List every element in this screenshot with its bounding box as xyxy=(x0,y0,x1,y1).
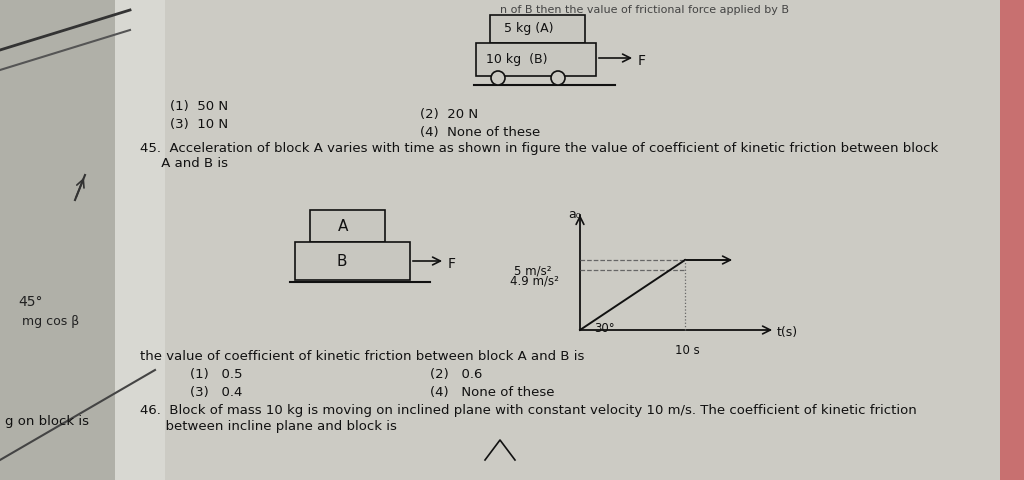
Text: 46.  Block of mass 10 kg is moving on inclined plane with constant velocity 10 m: 46. Block of mass 10 kg is moving on inc… xyxy=(140,404,916,417)
Text: the value of coefficient of kinetic friction between block A and B is: the value of coefficient of kinetic fric… xyxy=(140,350,585,363)
Text: B: B xyxy=(337,254,347,269)
Bar xyxy=(476,43,596,76)
Bar xyxy=(115,0,165,480)
Text: (2)   0.6: (2) 0.6 xyxy=(430,368,482,381)
Text: (4)   None of these: (4) None of these xyxy=(430,386,555,399)
Text: 10 s: 10 s xyxy=(675,344,699,357)
Text: A: A xyxy=(338,219,348,234)
Text: t(s): t(s) xyxy=(777,326,798,339)
Text: 5 m/s²: 5 m/s² xyxy=(514,264,552,277)
Text: (4)  None of these: (4) None of these xyxy=(420,126,541,139)
Text: g on block is: g on block is xyxy=(5,415,89,428)
Text: mg cos β: mg cos β xyxy=(22,315,79,328)
Text: (3)   0.4: (3) 0.4 xyxy=(190,386,243,399)
Text: 10 kg  (B): 10 kg (B) xyxy=(486,53,548,66)
Text: 5 kg (A): 5 kg (A) xyxy=(504,22,554,35)
Bar xyxy=(1000,0,1024,480)
Circle shape xyxy=(490,71,505,85)
Text: F: F xyxy=(638,54,646,68)
Text: (3)  10 N: (3) 10 N xyxy=(170,118,228,131)
Text: (1)  50 N: (1) 50 N xyxy=(170,100,228,113)
Bar xyxy=(0,0,155,480)
Text: 30°: 30° xyxy=(594,322,614,335)
Text: (2)  20 N: (2) 20 N xyxy=(420,108,478,121)
Text: A and B is: A and B is xyxy=(140,157,228,170)
Text: a₀: a₀ xyxy=(568,208,582,221)
Text: 45.  Acceleration of block A varies with time as shown in figure the value of co: 45. Acceleration of block A varies with … xyxy=(140,142,938,155)
Text: F: F xyxy=(449,257,456,271)
Bar xyxy=(295,242,410,280)
Text: (1)   0.5: (1) 0.5 xyxy=(190,368,243,381)
Bar xyxy=(490,15,585,43)
Bar xyxy=(310,210,385,242)
Text: between incline plane and block is: between incline plane and block is xyxy=(140,420,397,433)
Text: 45°: 45° xyxy=(18,295,43,309)
Text: 4.9 m/s²: 4.9 m/s² xyxy=(510,274,559,287)
Circle shape xyxy=(551,71,565,85)
Text: n of B then the value of frictional force applied by B: n of B then the value of frictional forc… xyxy=(500,5,790,15)
